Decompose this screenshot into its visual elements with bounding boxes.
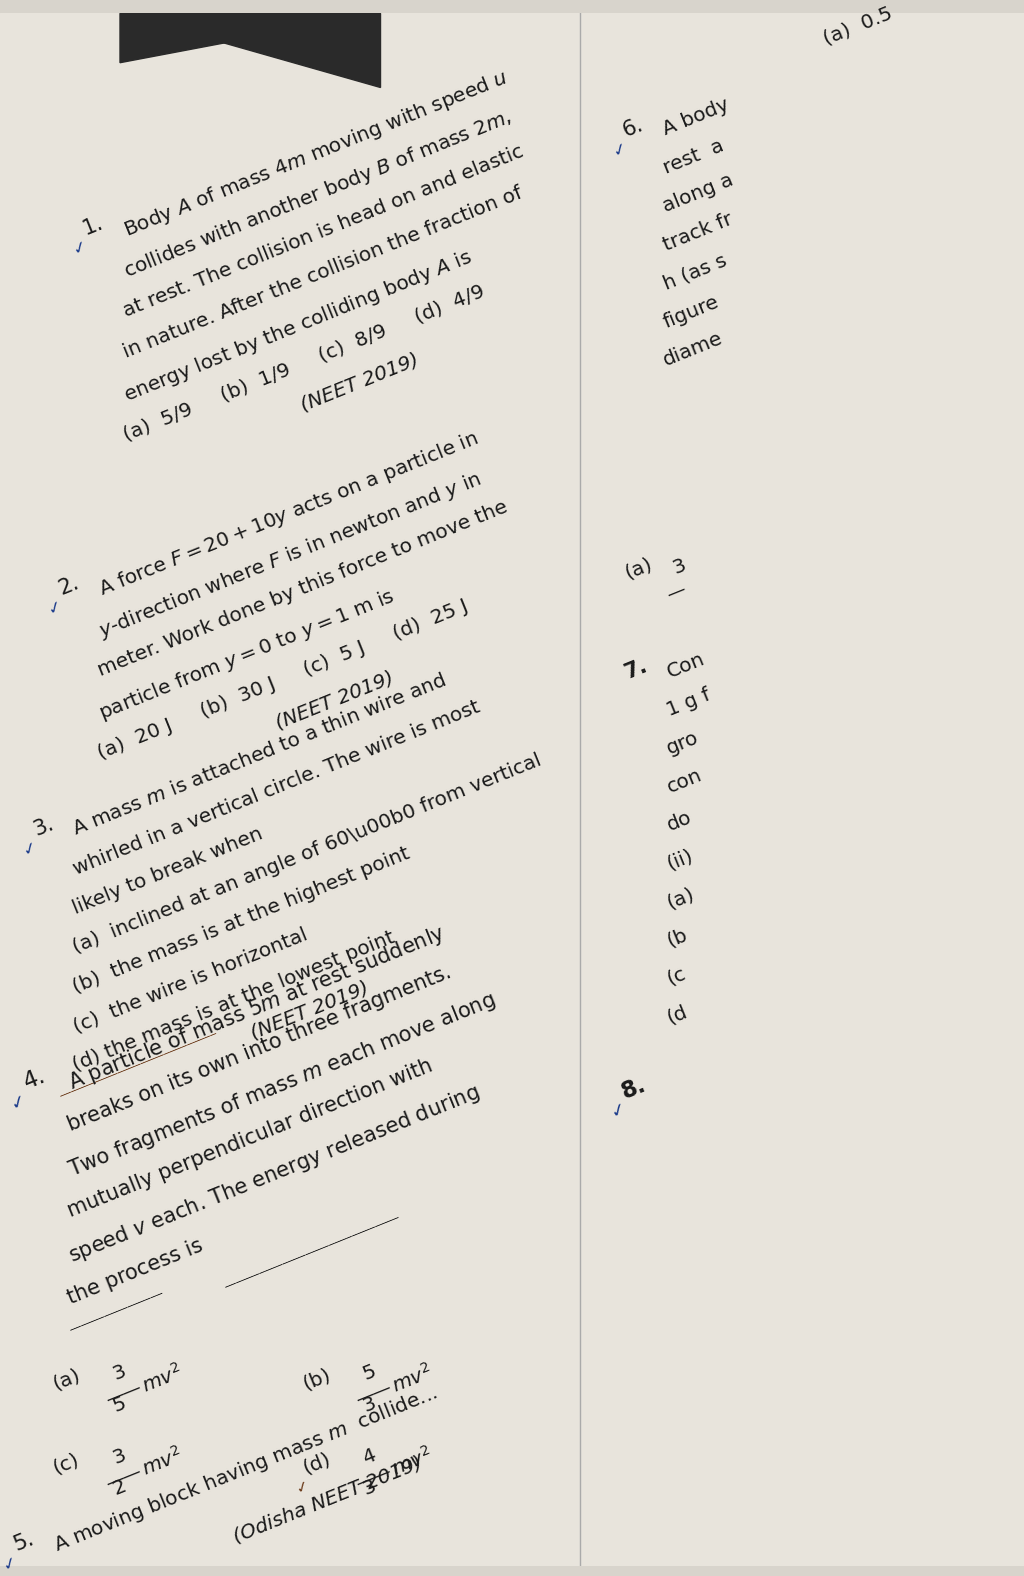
Text: (c): (c) xyxy=(50,1450,82,1477)
Text: meter. Work done by this force to move the: meter. Work done by this force to move t… xyxy=(95,498,511,681)
Text: 3: 3 xyxy=(670,555,689,578)
Text: 3: 3 xyxy=(110,1362,129,1384)
Text: do: do xyxy=(664,808,694,835)
Text: con: con xyxy=(664,766,705,796)
Text: at rest. The collision is head on and elastic: at rest. The collision is head on and el… xyxy=(120,142,526,322)
Text: (b: (b xyxy=(664,925,690,950)
Text: h (as s: h (as s xyxy=(660,251,729,293)
Text: 2: 2 xyxy=(110,1477,129,1499)
Text: (a)  5/9     (b)  1/9     (c)  8/9     (d)  4/9: (a) 5/9 (b) 1/9 (c) 8/9 (d) 4/9 xyxy=(120,282,486,444)
Text: ――: ―― xyxy=(354,1379,393,1409)
Text: 5: 5 xyxy=(360,1362,379,1384)
Text: ✓: ✓ xyxy=(45,596,65,618)
Text: A force $F = 20 + 10y$ acts on a particle in: A force $F = 20 + 10y$ acts on a particl… xyxy=(95,427,481,602)
Text: gro: gro xyxy=(664,728,701,758)
Text: A particle of mass $5m$ at rest suddenly: A particle of mass $5m$ at rest suddenly xyxy=(65,920,450,1095)
Text: ✓: ✓ xyxy=(70,236,90,258)
Text: particle from $y = 0$ to $y = 1$ m is: particle from $y = 0$ to $y = 1$ m is xyxy=(95,585,397,725)
Text: (b): (b) xyxy=(300,1365,334,1393)
Text: (a): (a) xyxy=(622,555,655,583)
Text: energy lost by the colliding body $A$ is: energy lost by the colliding body $A$ is xyxy=(120,246,475,407)
Text: (a)  0.5: (a) 0.5 xyxy=(820,3,895,49)
Text: (a)  20 J     (b)  30 J     (c)  5 J     (d)  25 J: (a) 20 J (b) 30 J (c) 5 J (d) 25 J xyxy=(95,596,471,763)
Text: whirled in a vertical circle. The wire is most: whirled in a vertical circle. The wire i… xyxy=(70,697,482,878)
Text: 2.: 2. xyxy=(55,572,82,599)
Text: (NEET 2019): (NEET 2019) xyxy=(120,350,421,487)
Text: Two fragments of mass $m$ each move along: Two fragments of mass $m$ each move alon… xyxy=(65,988,499,1182)
Polygon shape xyxy=(120,14,380,63)
Text: 5.: 5. xyxy=(10,1529,37,1554)
Text: ――: ―― xyxy=(104,1463,143,1492)
Text: in nature. After the collision the fraction of: in nature. After the collision the fract… xyxy=(120,184,524,362)
Text: diame: diame xyxy=(660,329,725,370)
Text: 1.: 1. xyxy=(80,213,106,240)
Text: (d) the mass is at the lowest point: (d) the mass is at the lowest point xyxy=(70,928,397,1075)
Text: (a)  inclined at an angle of 60\u00b0 from vertical: (a) inclined at an angle of 60\u00b0 fro… xyxy=(70,750,545,957)
Text: speed $v$ each. The energy released during: speed $v$ each. The energy released duri… xyxy=(65,1081,483,1269)
Text: ✓: ✓ xyxy=(610,139,630,161)
Text: (c)  the wire is horizontal: (c) the wire is horizontal xyxy=(70,925,310,1035)
Text: ✓: ✓ xyxy=(294,1477,311,1496)
Text: ――: ―― xyxy=(354,1463,393,1492)
Text: 5: 5 xyxy=(110,1393,129,1415)
Text: (Odisha NEET 2019): (Odisha NEET 2019) xyxy=(230,1453,425,1546)
Text: 3: 3 xyxy=(360,1393,379,1415)
Text: track fr: track fr xyxy=(660,210,735,255)
Text: $mv^2$: $mv^2$ xyxy=(138,1360,185,1396)
Text: Body $A$ of mass $4m$ moving with speed $u$: Body $A$ of mass $4m$ moving with speed … xyxy=(120,66,511,241)
Text: $mv^2$: $mv^2$ xyxy=(138,1444,185,1480)
Text: $y$-direction where $F$ is in newton and $y$ in: $y$-direction where $F$ is in newton and… xyxy=(95,468,484,643)
Text: (b)  the mass is at the highest point: (b) the mass is at the highest point xyxy=(70,843,413,996)
Text: 3: 3 xyxy=(110,1445,129,1467)
Text: ✓: ✓ xyxy=(8,1091,29,1113)
Text: ______________________________: ______________________________ xyxy=(220,1206,398,1288)
Text: 3.: 3. xyxy=(30,813,56,840)
Polygon shape xyxy=(120,14,380,87)
Text: breaks on its own into three fragments.: breaks on its own into three fragments. xyxy=(65,961,455,1135)
Text: (a): (a) xyxy=(50,1365,83,1393)
Text: figure: figure xyxy=(660,292,722,331)
Text: (NEET 2019): (NEET 2019) xyxy=(70,979,371,1114)
Text: ___________________________: ___________________________ xyxy=(55,1023,216,1097)
Text: ―: ― xyxy=(665,580,688,604)
Text: A body: A body xyxy=(660,96,732,139)
Text: (c: (c xyxy=(664,965,688,988)
Text: 4.: 4. xyxy=(20,1064,49,1094)
Text: ________________: ________________ xyxy=(65,1281,163,1332)
Text: Con: Con xyxy=(664,649,708,681)
Text: rest  a: rest a xyxy=(660,136,726,178)
Text: A moving block having mass $m$  collide...: A moving block having mass $m$ collide..… xyxy=(50,1382,440,1557)
Text: $mv^2$: $mv^2$ xyxy=(388,1444,435,1480)
Text: 7.: 7. xyxy=(622,656,651,682)
Text: the process is: the process is xyxy=(65,1236,207,1308)
Text: collides with another body $B$ of mass $2m$,: collides with another body $B$ of mass $… xyxy=(120,106,515,284)
Text: (d: (d xyxy=(664,1002,690,1028)
Text: (ii): (ii) xyxy=(664,846,696,873)
Text: (NEET 2019): (NEET 2019) xyxy=(95,668,396,804)
Text: ✓: ✓ xyxy=(20,838,40,860)
Text: along a: along a xyxy=(660,170,736,216)
Text: 8.: 8. xyxy=(618,1073,649,1103)
Text: mutually perpendicular direction with: mutually perpendicular direction with xyxy=(65,1056,436,1221)
Text: $mv^2$: $mv^2$ xyxy=(388,1360,435,1396)
Text: (d): (d) xyxy=(300,1450,334,1477)
Text: 1 g f: 1 g f xyxy=(664,686,714,720)
Text: ――: ―― xyxy=(104,1379,143,1409)
Text: likely to break when: likely to break when xyxy=(70,824,265,917)
Text: A mass $m$ is attached to a thin wire and: A mass $m$ is attached to a thin wire an… xyxy=(70,671,450,838)
Text: (a): (a) xyxy=(664,884,697,913)
Text: 3: 3 xyxy=(360,1477,379,1499)
Text: 6.: 6. xyxy=(620,113,646,140)
Text: ✓: ✓ xyxy=(608,1098,629,1121)
Text: ✓: ✓ xyxy=(0,1552,19,1574)
Text: 4: 4 xyxy=(360,1445,379,1467)
